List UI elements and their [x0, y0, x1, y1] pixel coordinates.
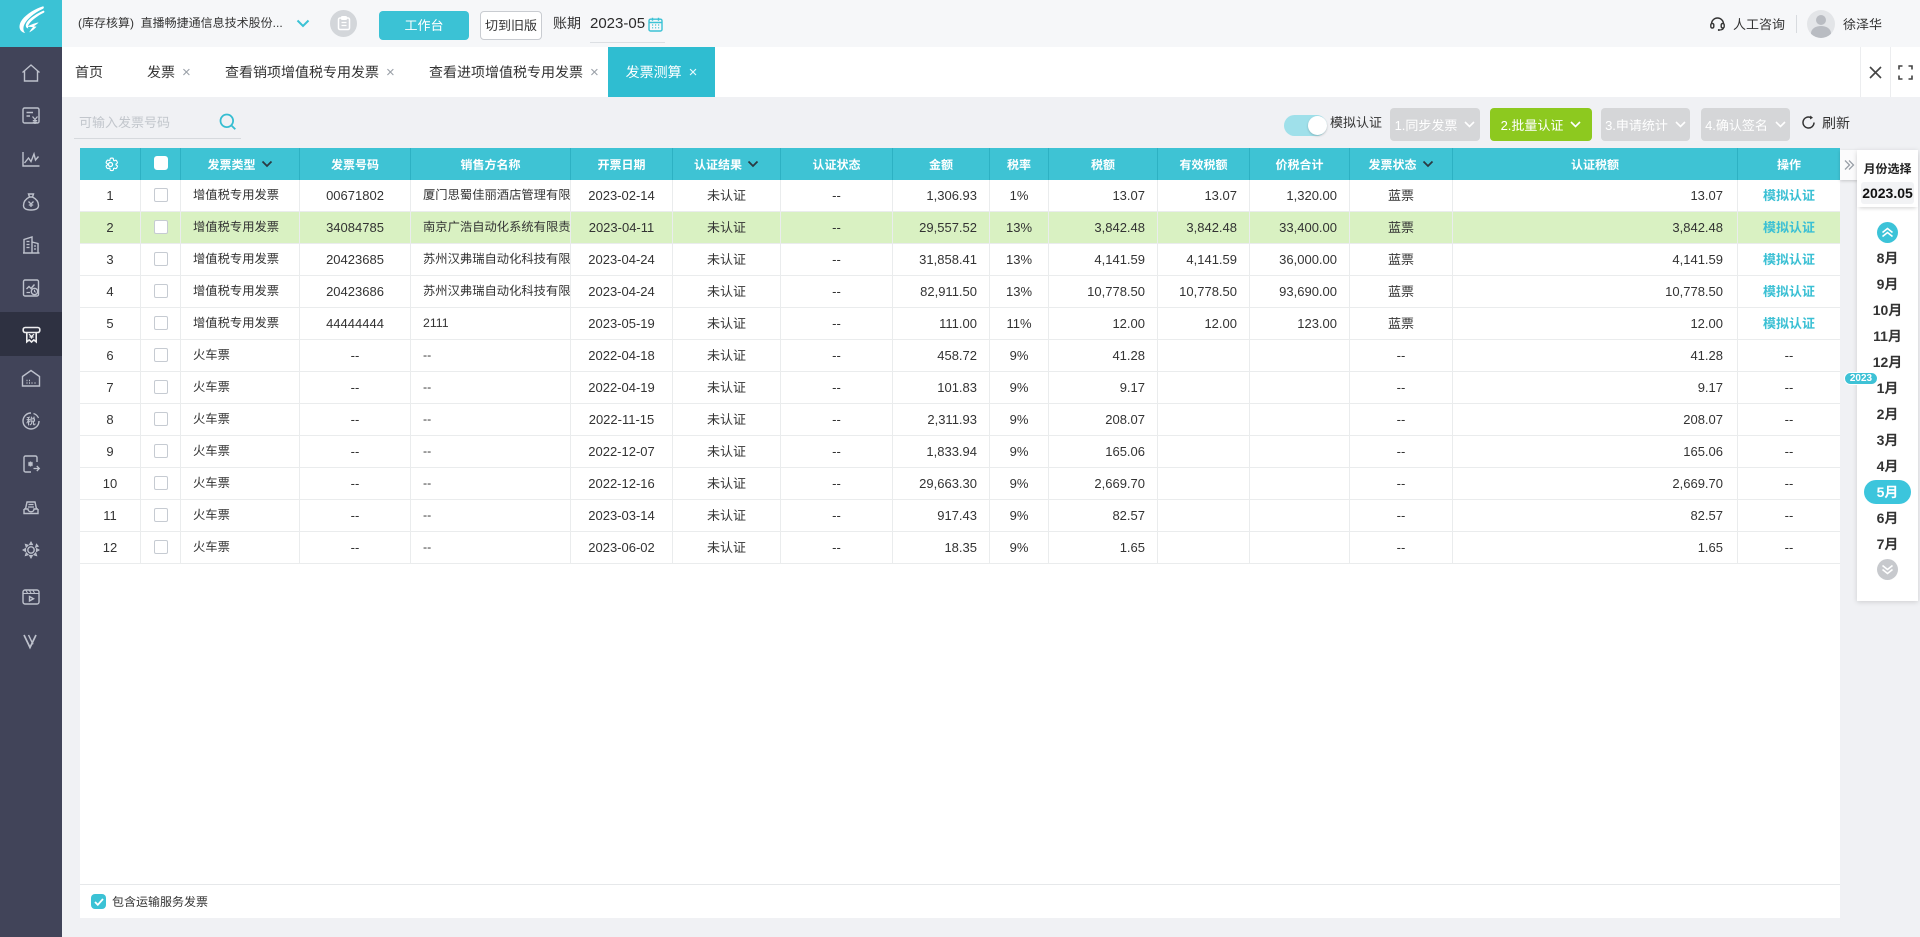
svg-text:税: 税 — [26, 414, 36, 428]
